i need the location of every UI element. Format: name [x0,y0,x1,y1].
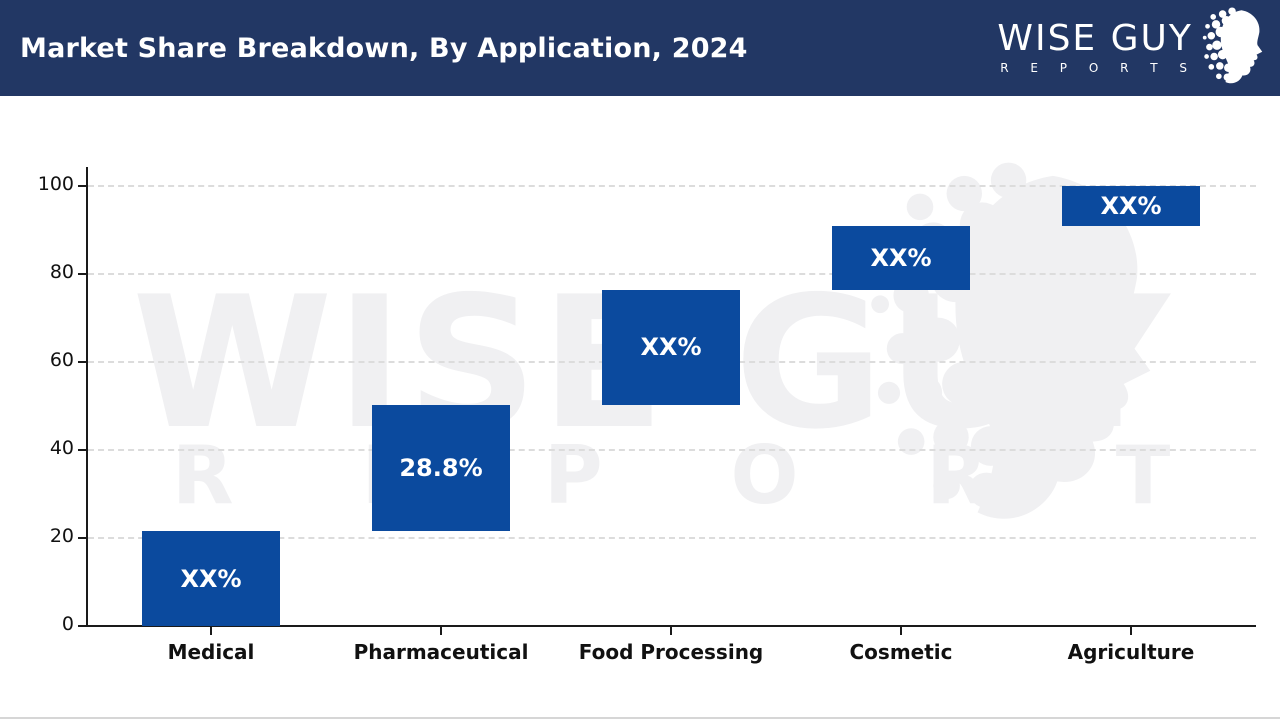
x-category-label: Pharmaceutical [353,640,529,664]
bar-food-processing: XX% [602,290,740,405]
y-tick-mark-20 [78,537,86,539]
bar-value-label: XX% [640,333,702,362]
x-tick-mark-4 [900,627,902,635]
footer-line [0,717,1280,719]
x-tick-mark-5 [1130,627,1132,635]
x-category-label: Agriculture [1067,640,1195,664]
y-tick-mark-100 [78,185,86,187]
x-category-label: Medical [167,640,255,664]
logo-line1: WISE GUY [997,18,1193,59]
x-tick-mark-2 [440,627,442,635]
gridline-100 [88,185,1256,187]
bar-value-label: XX% [870,243,932,272]
y-tick-label-100: 100 [37,173,74,195]
y-tick-label-20: 20 [49,525,74,547]
y-tick-mark-40 [78,449,86,451]
bar-medical: XX% [142,531,280,626]
gridline-80 [88,273,1256,275]
gridline-40 [88,449,1256,451]
y-tick-label-60: 60 [49,349,74,371]
x-category-label: Food Processing [578,640,764,664]
x-tick-mark-1 [210,627,212,635]
logo-wordmark: WISE GUY R E P O R T S [994,18,1196,76]
wise-guy-logo: WISE GUY R E P O R T S [994,7,1266,89]
y-tick-mark-60 [78,361,86,363]
y-tick-label-40: 40 [49,437,74,459]
y-tick-label-0: 0 [61,613,74,635]
face-profile-icon [1200,7,1266,89]
header-bar: Market Share Breakdown, By Application, … [0,0,1280,96]
gridline-20 [88,537,1256,539]
bar-agriculture: XX% [1062,186,1200,226]
x-tick-mark-3 [670,627,672,635]
y-tick-label-80: 80 [49,261,74,283]
bar-pharmaceutical: 28.8% [372,404,510,532]
logo-line2: R E P O R T S [1000,61,1196,75]
y-axis-line [86,167,88,627]
bar-value-label: XX% [1100,191,1162,220]
bar-cosmetic: XX% [832,225,970,291]
y-tick-mark-0 [78,625,86,627]
x-axis-line [86,625,1256,627]
bar-value-label: XX% [180,564,242,593]
y-tick-mark-80 [78,273,86,275]
x-category-label: Cosmetic [849,640,953,664]
page-title: Market Share Breakdown, By Application, … [20,32,748,64]
bar-value-label: 28.8% [399,454,483,483]
